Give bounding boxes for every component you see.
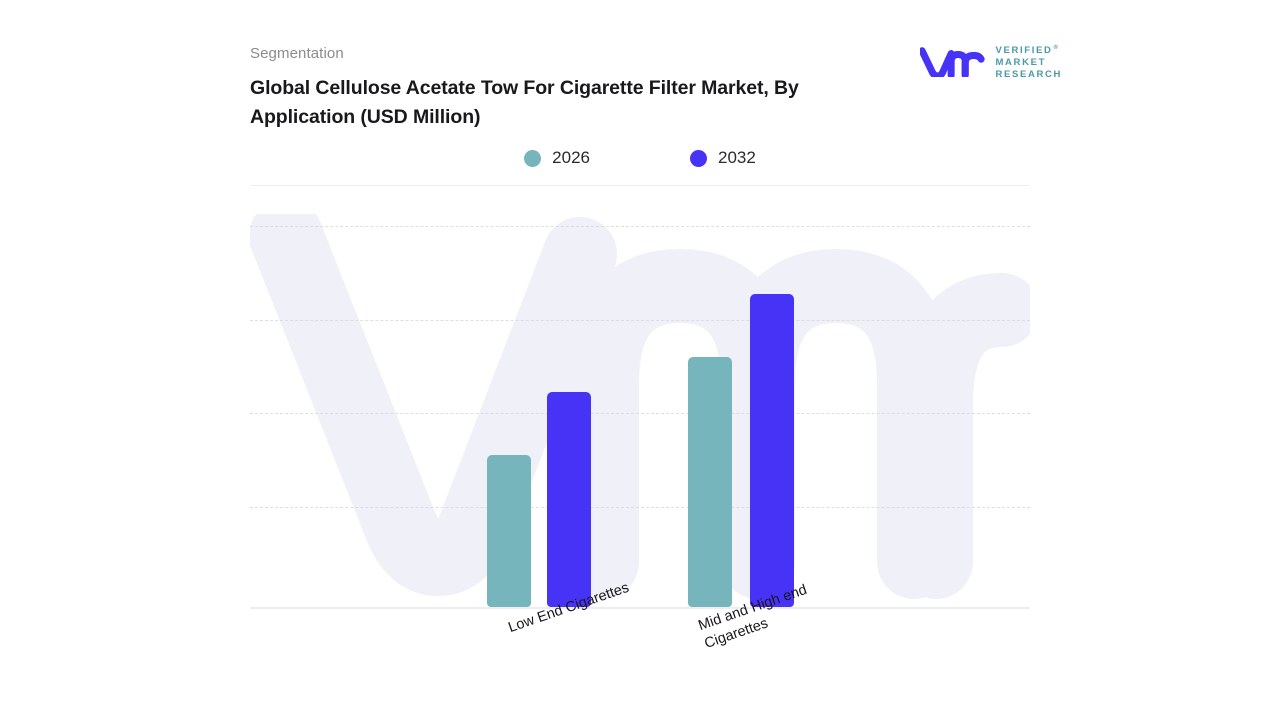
plot-area xyxy=(250,214,1030,609)
bar-2032-mid-and-high-end-cigarettes[interactable] xyxy=(750,294,794,607)
chart-kicker: Segmentation xyxy=(250,45,344,62)
legend-label: 2032 xyxy=(718,148,756,167)
bar-2026-low-end-cigarettes[interactable] xyxy=(487,455,531,607)
vmr-monogram-icon xyxy=(920,47,986,77)
brand-line-market: MARKET xyxy=(995,57,1047,69)
legend-label: 2026 xyxy=(552,148,590,167)
legend-swatch-circle-icon xyxy=(690,149,707,167)
legend-item-2026[interactable]: 2026 xyxy=(524,148,590,168)
legend-swatch-circle-icon xyxy=(524,149,542,167)
brand-logo: VERIFIED MARKET RESEARCH xyxy=(920,43,1062,81)
gridline xyxy=(250,226,1030,227)
chart-header: Segmentation Global Cellulose Acetate To… xyxy=(250,44,1040,132)
chart-title: Global Cellulose Acetate Tow For Cigaret… xyxy=(250,77,799,128)
chart-legend: 2026 2032 xyxy=(250,148,1030,168)
brand-wordmark: VERIFIED MARKET RESEARCH xyxy=(995,43,1062,81)
brand-line-verified: VERIFIED xyxy=(995,43,1062,57)
legend-divider xyxy=(250,185,1030,186)
gridline xyxy=(250,320,1030,321)
brand-line-research: RESEARCH xyxy=(995,69,1062,81)
x-axis-labels: Low End Cigarettes Mid and High end Ciga… xyxy=(250,580,1030,712)
gridline xyxy=(250,413,1030,414)
x-axis-line xyxy=(250,607,1030,609)
legend-item-2032[interactable]: 2032 xyxy=(690,148,756,168)
bar-2026-mid-and-high-end-cigarettes[interactable] xyxy=(688,357,732,607)
chart-gridlines xyxy=(250,220,1030,609)
bar-series-container xyxy=(250,220,1030,607)
bar-2032-low-end-cigarettes[interactable] xyxy=(547,392,591,607)
gridline xyxy=(250,507,1030,508)
